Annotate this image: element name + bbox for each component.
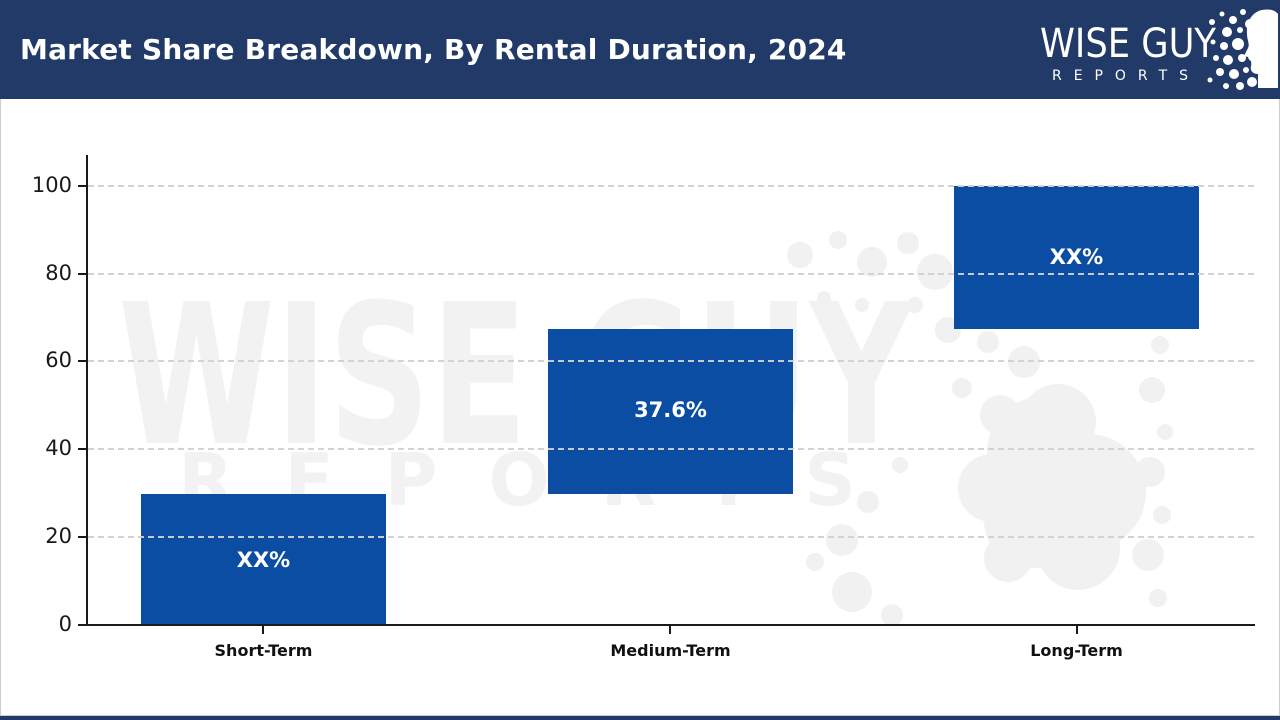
bar-value-label: XX% [1049, 245, 1104, 269]
bar-value-label: XX% [236, 548, 291, 572]
y-axis-line [86, 155, 88, 626]
face-profile-icon [1244, 9, 1278, 89]
logo-subtitle: REPORTS [1052, 68, 1194, 84]
y-tick-label: 40 [45, 436, 72, 460]
x-tick-mark [669, 626, 671, 634]
footer-bar [0, 716, 1280, 720]
footer-hairline [0, 715, 1280, 716]
x-tick-mark [262, 626, 264, 634]
logo-wordmark: WISE GUY [1040, 21, 1216, 67]
x-category-label: Medium-Term [610, 641, 731, 660]
y-tick-label: 80 [45, 261, 72, 285]
gridline-20 [88, 536, 1254, 538]
y-tick-mark [78, 360, 86, 362]
gridline-40 [88, 448, 1254, 450]
y-tick-label: 20 [45, 524, 72, 548]
x-axis-line [86, 624, 1255, 626]
watermark-wordmark: WISE GUY [118, 262, 915, 489]
header-banner: Market Share Breakdown, By Rental Durati… [0, 0, 1280, 99]
bar-medium-term [548, 329, 793, 494]
x-tick-mark [1076, 626, 1078, 634]
y-tick-mark [78, 536, 86, 538]
y-tick-label: 60 [45, 348, 72, 372]
x-category-label: Long-Term [1030, 641, 1123, 660]
x-category-label: Short-Term [214, 641, 313, 660]
wise-guy-reports-logo: WISE GUY REPORTS [1040, 9, 1278, 90]
y-tick-label: 0 [58, 612, 72, 636]
y-tick-mark [78, 273, 86, 275]
image-border [0, 99, 1, 716]
y-tick-mark [78, 185, 86, 187]
gridline-100 [88, 185, 1254, 187]
gridline-60 [88, 360, 1254, 362]
y-tick-mark [78, 448, 86, 450]
watermark-face-blob-icon [958, 384, 1146, 590]
bar-value-label: 37.6% [634, 398, 707, 422]
y-tick-mark [78, 624, 86, 626]
gridline-80 [88, 273, 1254, 275]
y-tick-label: 100 [31, 173, 72, 197]
chart-title: Market Share Breakdown, By Rental Durati… [20, 33, 847, 66]
bar-short-term [141, 494, 386, 625]
